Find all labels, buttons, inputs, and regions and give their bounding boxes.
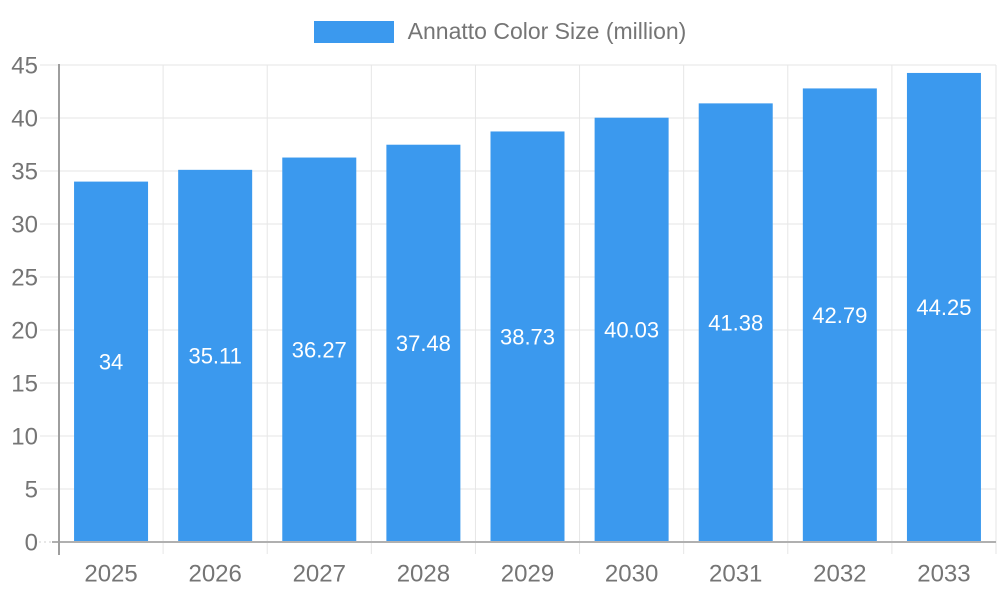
y-tick-label-30: 30	[11, 211, 38, 238]
bar-2033	[906, 72, 981, 542]
bar-2026	[178, 169, 253, 543]
x-tick-label-2029: 2029	[501, 560, 554, 587]
y-tick-label-15: 15	[11, 370, 38, 397]
x-tick-label-2032: 2032	[813, 560, 866, 587]
legend-swatch	[313, 20, 394, 43]
y-tick-label-20: 20	[11, 317, 38, 344]
bar-2031	[698, 103, 773, 542]
x-tick-label-2026: 2026	[188, 560, 241, 587]
bar-value-label-2029: 38.73	[500, 324, 555, 349]
bar-value-label-2032: 42.79	[812, 303, 867, 328]
bar-2027	[282, 157, 357, 542]
bar-2030	[594, 117, 669, 542]
y-tick-label-35: 35	[11, 158, 38, 185]
x-tick-label-2027: 2027	[293, 560, 346, 587]
x-tick-label-2031: 2031	[709, 560, 762, 587]
bar-value-label-2031: 41.38	[708, 310, 763, 335]
bar-2025	[74, 181, 149, 542]
bar-value-label-2025: 34	[99, 350, 123, 375]
bar-value-label-2033: 44.25	[916, 295, 971, 320]
y-tick-label-5: 5	[25, 476, 38, 503]
x-tick-label-2030: 2030	[605, 560, 658, 587]
x-tick-label-2028: 2028	[397, 560, 450, 587]
bar-value-label-2028: 37.48	[396, 331, 451, 356]
y-tick-label-10: 10	[11, 423, 38, 450]
y-tick-label-40: 40	[11, 105, 38, 132]
y-tick-label-25: 25	[11, 264, 38, 291]
y-tick-label-0: 0	[25, 529, 38, 556]
x-tick-label-2025: 2025	[84, 560, 137, 587]
bar-value-label-2026: 35.11	[188, 344, 241, 369]
legend-label: Annatto Color Size (million)	[407, 18, 687, 44]
bar-value-label-2030: 40.03	[604, 318, 659, 343]
bar-2029	[490, 131, 565, 542]
bar-2032	[802, 88, 877, 543]
bar-value-label-2027: 36.27	[292, 337, 347, 362]
y-tick-label-45: 45	[11, 52, 38, 79]
x-tick-label-2033: 2033	[917, 560, 970, 587]
legend[interactable]: Annatto Color Size (million)	[0, 18, 1000, 45]
bar-2028	[386, 144, 461, 542]
